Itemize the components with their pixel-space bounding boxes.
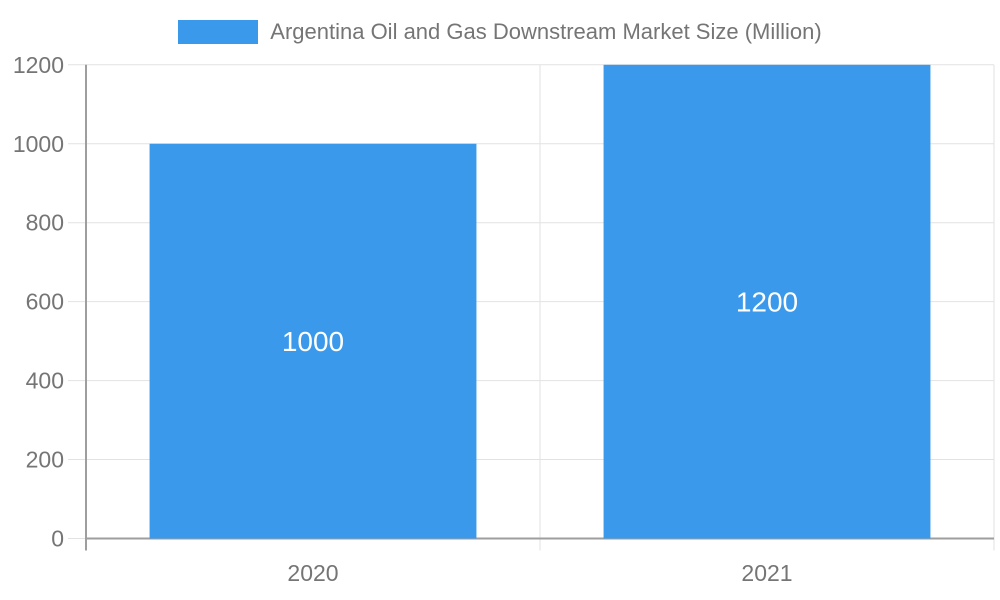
y-tick-label-1000: 1000 xyxy=(13,131,64,157)
x-tick-label-2020: 2020 xyxy=(287,560,338,586)
bar-2020 xyxy=(149,143,477,539)
bar-value-label-2021: 1200 xyxy=(736,287,798,318)
bar-value-label-2020: 1000 xyxy=(282,326,344,357)
y-tick-label-1200: 1200 xyxy=(13,52,64,78)
y-tick-label-800: 800 xyxy=(26,210,64,236)
bar-2021 xyxy=(603,64,931,539)
y-tick-label-0: 0 xyxy=(51,526,64,552)
x-tick-label-2021: 2021 xyxy=(741,560,792,586)
y-tick-label-400: 400 xyxy=(26,368,64,394)
y-tick-label-200: 200 xyxy=(26,447,64,473)
y-tick-label-600: 600 xyxy=(26,289,64,315)
